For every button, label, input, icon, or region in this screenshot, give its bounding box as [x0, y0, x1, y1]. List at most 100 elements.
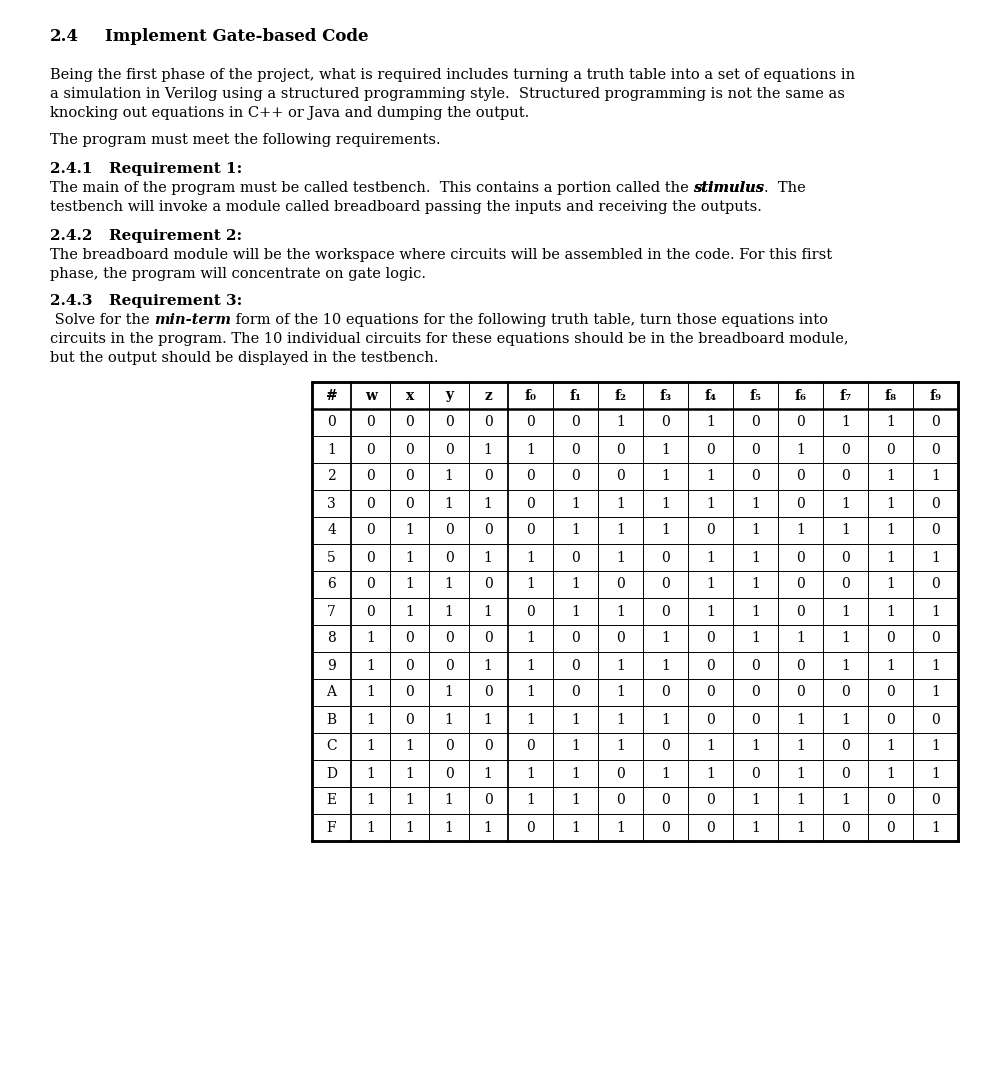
Text: phase, the program will concentrate on gate logic.: phase, the program will concentrate on g…: [50, 268, 426, 281]
Text: 0: 0: [526, 415, 534, 429]
Text: y: y: [445, 388, 453, 402]
Text: 1: 1: [616, 550, 625, 565]
Text: 1: 1: [571, 766, 580, 780]
Text: 1: 1: [445, 470, 454, 484]
Text: 1: 1: [706, 605, 715, 618]
Text: 0: 0: [796, 496, 804, 510]
Text: 0: 0: [931, 713, 939, 727]
Text: 0: 0: [484, 686, 493, 700]
Text: 4: 4: [328, 523, 336, 537]
Text: 1: 1: [661, 713, 669, 727]
Text: stimulus: stimulus: [694, 181, 764, 195]
Text: 1: 1: [931, 739, 939, 753]
Text: 1: 1: [366, 739, 375, 753]
Text: 0: 0: [796, 550, 804, 565]
Text: 1: 1: [706, 470, 715, 484]
Text: 0: 0: [886, 821, 895, 835]
Text: 1: 1: [526, 713, 534, 727]
Text: f₄: f₄: [705, 388, 717, 402]
Text: 1: 1: [841, 658, 850, 673]
Text: 1: 1: [886, 605, 895, 618]
Text: 0: 0: [571, 550, 580, 565]
Text: 9: 9: [328, 658, 336, 673]
Text: 0: 0: [931, 631, 939, 645]
Text: 1: 1: [616, 605, 625, 618]
Text: 2: 2: [328, 470, 336, 484]
Text: 2.4.1: 2.4.1: [50, 162, 93, 175]
Text: 1: 1: [886, 578, 895, 592]
Text: 0: 0: [931, 415, 939, 429]
Text: 1: 1: [751, 631, 760, 645]
Text: E: E: [327, 794, 337, 808]
Text: 0: 0: [445, 658, 454, 673]
Text: 0: 0: [886, 631, 895, 645]
Text: 1: 1: [796, 631, 804, 645]
Text: 0: 0: [616, 470, 625, 484]
Text: 0: 0: [484, 523, 493, 537]
Text: 0: 0: [366, 470, 375, 484]
Text: 0: 0: [445, 550, 454, 565]
Text: 1: 1: [445, 821, 454, 835]
Text: 0: 0: [526, 821, 534, 835]
Text: 1: 1: [484, 443, 493, 457]
Text: 1: 1: [841, 523, 850, 537]
Text: 0: 0: [841, 550, 850, 565]
Text: 1: 1: [841, 794, 850, 808]
Text: 0: 0: [886, 686, 895, 700]
Text: circuits in the program. The 10 individual circuits for these equations should b: circuits in the program. The 10 individu…: [50, 332, 849, 346]
Text: 1: 1: [841, 631, 850, 645]
Text: 1: 1: [616, 821, 625, 835]
Text: 1: 1: [661, 443, 669, 457]
Text: 0: 0: [751, 766, 760, 780]
Text: 1: 1: [616, 739, 625, 753]
Text: 1: 1: [796, 523, 804, 537]
Text: 1: 1: [571, 821, 580, 835]
Text: 0: 0: [706, 658, 715, 673]
Text: 3: 3: [328, 496, 336, 510]
Text: The main of the program must be called testbench.  This contains a portion calle: The main of the program must be called t…: [50, 181, 694, 195]
Text: 0: 0: [526, 739, 534, 753]
Text: 1: 1: [796, 443, 804, 457]
Text: 1: 1: [405, 794, 414, 808]
Text: 1: 1: [841, 713, 850, 727]
Text: 1: 1: [616, 415, 625, 429]
Text: 1: 1: [484, 766, 493, 780]
Text: 1: 1: [526, 550, 534, 565]
Text: but the output should be displayed in the testbench.: but the output should be displayed in th…: [50, 351, 438, 365]
Text: 1: 1: [571, 523, 580, 537]
Text: 1: 1: [706, 496, 715, 510]
Text: 1: 1: [526, 658, 534, 673]
Text: 1: 1: [796, 821, 804, 835]
Text: 1: 1: [526, 794, 534, 808]
Text: 0: 0: [526, 470, 534, 484]
Text: 0: 0: [445, 415, 454, 429]
Text: 0: 0: [405, 496, 414, 510]
Text: 0: 0: [366, 496, 375, 510]
Text: 0: 0: [405, 443, 414, 457]
Text: 0: 0: [616, 794, 625, 808]
Text: 0: 0: [484, 631, 493, 645]
Text: 1: 1: [661, 496, 669, 510]
Text: C: C: [327, 739, 337, 753]
Text: 0: 0: [841, 470, 850, 484]
Text: 1: 1: [661, 658, 669, 673]
Text: w: w: [365, 388, 377, 402]
Text: 0: 0: [571, 443, 580, 457]
Text: 1: 1: [661, 766, 669, 780]
Text: B: B: [327, 713, 337, 727]
Text: #: #: [326, 388, 338, 402]
Text: 1: 1: [751, 821, 760, 835]
Text: 1: 1: [616, 496, 625, 510]
Text: 1: 1: [796, 739, 804, 753]
Text: f₉: f₉: [929, 388, 941, 402]
Text: 1: 1: [366, 766, 375, 780]
Text: 1: 1: [751, 794, 760, 808]
Text: 0: 0: [931, 443, 939, 457]
Text: 1: 1: [661, 470, 669, 484]
Text: 1: 1: [886, 739, 895, 753]
Text: 1: 1: [931, 550, 939, 565]
Text: Requirement 2:: Requirement 2:: [109, 229, 242, 243]
Text: 1: 1: [484, 550, 493, 565]
Text: 0: 0: [751, 443, 760, 457]
Text: 0: 0: [616, 578, 625, 592]
